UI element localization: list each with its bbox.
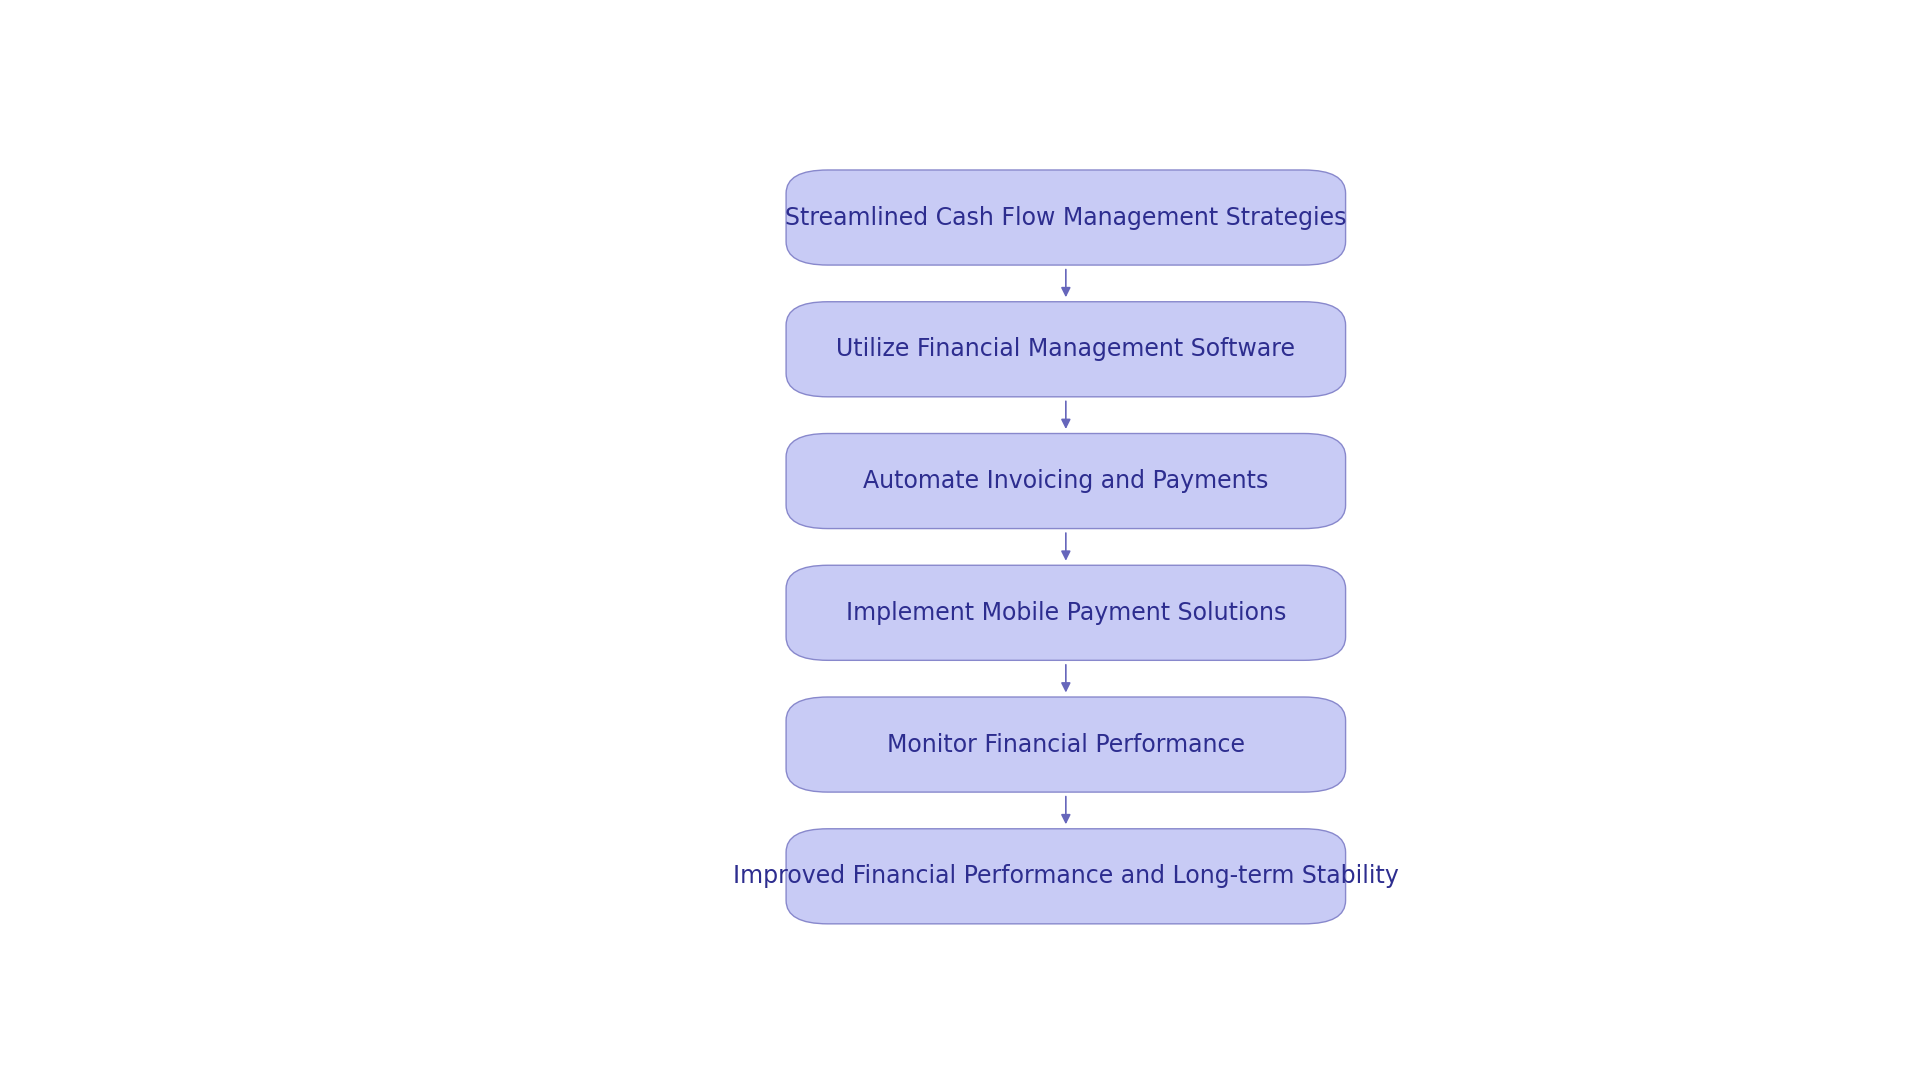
Text: Monitor Financial Performance: Monitor Financial Performance [887, 732, 1244, 757]
Text: Utilize Financial Management Software: Utilize Financial Management Software [837, 337, 1296, 362]
FancyBboxPatch shape [785, 565, 1346, 661]
FancyBboxPatch shape [785, 433, 1346, 529]
FancyBboxPatch shape [785, 170, 1346, 265]
Text: Implement Mobile Payment Solutions: Implement Mobile Payment Solutions [845, 601, 1286, 625]
FancyBboxPatch shape [785, 302, 1346, 396]
FancyBboxPatch shape [785, 828, 1346, 924]
Text: Automate Invoicing and Payments: Automate Invoicing and Payments [864, 469, 1269, 493]
Text: Improved Financial Performance and Long-term Stability: Improved Financial Performance and Long-… [733, 864, 1400, 888]
Text: Streamlined Cash Flow Management Strategies: Streamlined Cash Flow Management Strateg… [785, 206, 1346, 230]
FancyBboxPatch shape [785, 697, 1346, 792]
